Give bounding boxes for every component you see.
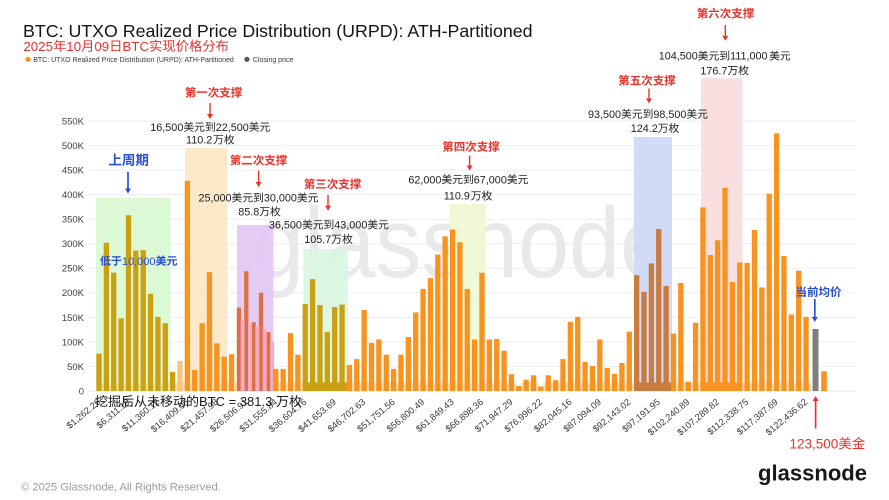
svg-text:Closing price: Closing price	[253, 57, 294, 64]
svg-text:104,500: 104,500	[659, 51, 698, 63]
svg-text:110.9: 110.9	[444, 191, 470, 203]
svg-text:62,000: 62,000	[408, 174, 441, 186]
svg-text:25,000: 25,000	[199, 193, 232, 205]
svg-text:300K: 300K	[62, 239, 85, 250]
svg-text:124.2: 124.2	[631, 123, 658, 135]
svg-text:glassnode: glassnode	[758, 461, 867, 486]
svg-text:123,500: 123,500	[790, 436, 839, 451]
svg-text:10: 10	[66, 39, 81, 54]
svg-text:98,500: 98,500	[653, 109, 686, 121]
svg-text:09: 09	[94, 39, 109, 54]
svg-text:BTC: BTC	[123, 39, 150, 54]
svg-text:250K: 250K	[62, 264, 85, 275]
svg-text:BTC: UTXO Realized Price Distr: BTC: UTXO Realized Price Distribution (U…	[23, 21, 533, 41]
svg-text:16,500: 16,500	[150, 122, 183, 134]
svg-text:10,000: 10,000	[122, 256, 156, 268]
svg-text:400K: 400K	[62, 190, 85, 201]
svg-text:500K: 500K	[62, 141, 85, 152]
svg-text:350K: 350K	[62, 215, 85, 226]
svg-text:100K: 100K	[62, 337, 85, 348]
svg-text:111,000: 111,000	[730, 51, 767, 63]
svg-text:43,000: 43,000	[334, 220, 367, 232]
svg-text:50K: 50K	[67, 362, 85, 373]
svg-text:200K: 200K	[62, 288, 85, 299]
svg-text:36,500: 36,500	[269, 220, 302, 232]
svg-text:© 2025 Glassnode, All Rights R: © 2025 Glassnode, All Rights Reserved.	[21, 482, 221, 494]
svg-text:30,000: 30,000	[264, 193, 297, 205]
svg-text:150K: 150K	[62, 313, 85, 324]
svg-text:550K: 550K	[62, 116, 85, 127]
svg-text:0: 0	[79, 386, 84, 397]
svg-text:110.2: 110.2	[186, 135, 212, 147]
svg-text:BTC = 381.3: BTC = 381.3	[199, 394, 272, 409]
svg-text:22,500: 22,500	[216, 122, 249, 134]
svg-text:176.7: 176.7	[700, 65, 727, 77]
svg-text:85.8: 85.8	[238, 206, 259, 218]
svg-text:2025: 2025	[23, 39, 53, 54]
svg-text:93,500: 93,500	[588, 109, 621, 121]
svg-text:105.7: 105.7	[304, 234, 331, 246]
svg-text:450K: 450K	[62, 166, 85, 177]
svg-text:67,000: 67,000	[474, 174, 507, 186]
svg-text:BTC: UTXO Realized Price Distr: BTC: UTXO Realized Price Distribution (U…	[33, 57, 234, 64]
